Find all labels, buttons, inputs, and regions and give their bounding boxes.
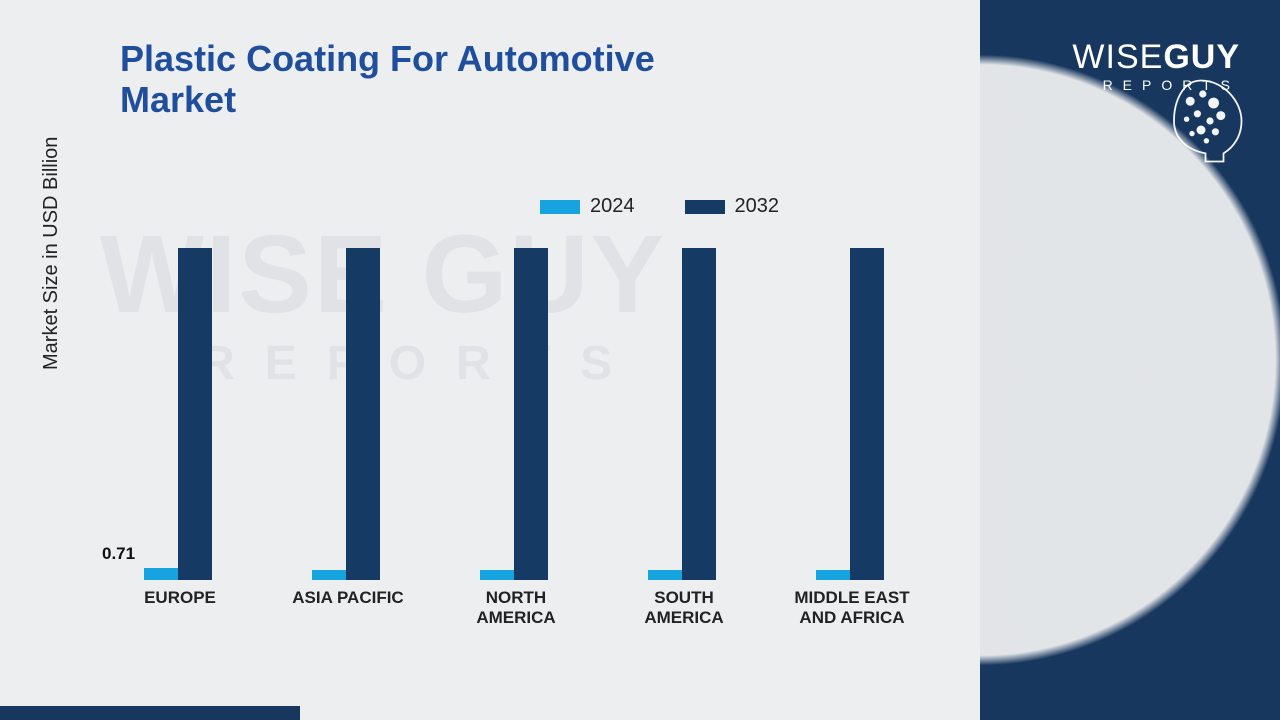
brand-head-icon (1156, 76, 1246, 166)
bar-value-label: 0.71 (102, 544, 135, 564)
footer-accent-bar (0, 706, 300, 720)
y-axis-label: Market Size in USD Billion (40, 137, 63, 370)
category-label: SOUTH AMERICA (614, 588, 754, 629)
bar (816, 570, 850, 581)
brand-word-2: GUY (1163, 38, 1240, 76)
legend-label-2032: 2032 (735, 195, 780, 218)
bar (312, 570, 346, 581)
category-label: EUROPE (110, 588, 250, 608)
bar (514, 248, 548, 581)
legend-swatch-2024 (540, 200, 580, 214)
bar-group: NORTH AMERICA (456, 230, 576, 580)
legend-item-2032: 2032 (685, 195, 780, 218)
bar-group: ASIA PACIFIC (288, 230, 408, 580)
bar (178, 248, 212, 581)
chart-title: Plastic Coating For Automotive Market (120, 38, 720, 121)
bar (648, 570, 682, 581)
bar-group: 0.71EUROPE (120, 230, 240, 580)
category-label: MIDDLE EAST AND AFRICA (782, 588, 922, 629)
legend-swatch-2032 (685, 200, 725, 214)
category-label: ASIA PACIFIC (278, 588, 418, 608)
bar (850, 248, 884, 581)
chart-stage: WISEGUY REPORTS WISE GUY REPORTS Plastic… (0, 0, 1280, 720)
brand-word-1: WISE (1072, 38, 1163, 76)
bar (682, 248, 716, 581)
legend: 2024 2032 (540, 195, 779, 218)
legend-label-2024: 2024 (590, 195, 635, 218)
category-label: NORTH AMERICA (446, 588, 586, 629)
bar (144, 568, 178, 580)
bar-group: SOUTH AMERICA (624, 230, 744, 580)
brand-block: WISEGUY REPORTS (1072, 40, 1240, 92)
plot-area: 0.71EUROPE ASIA PACIFIC NORTH AMERICA SOUTH… (120, 230, 950, 580)
bar (346, 248, 380, 581)
bar (480, 570, 514, 581)
bar-group: MIDDLE EAST AND AFRICA (792, 230, 912, 580)
legend-item-2024: 2024 (540, 195, 635, 218)
